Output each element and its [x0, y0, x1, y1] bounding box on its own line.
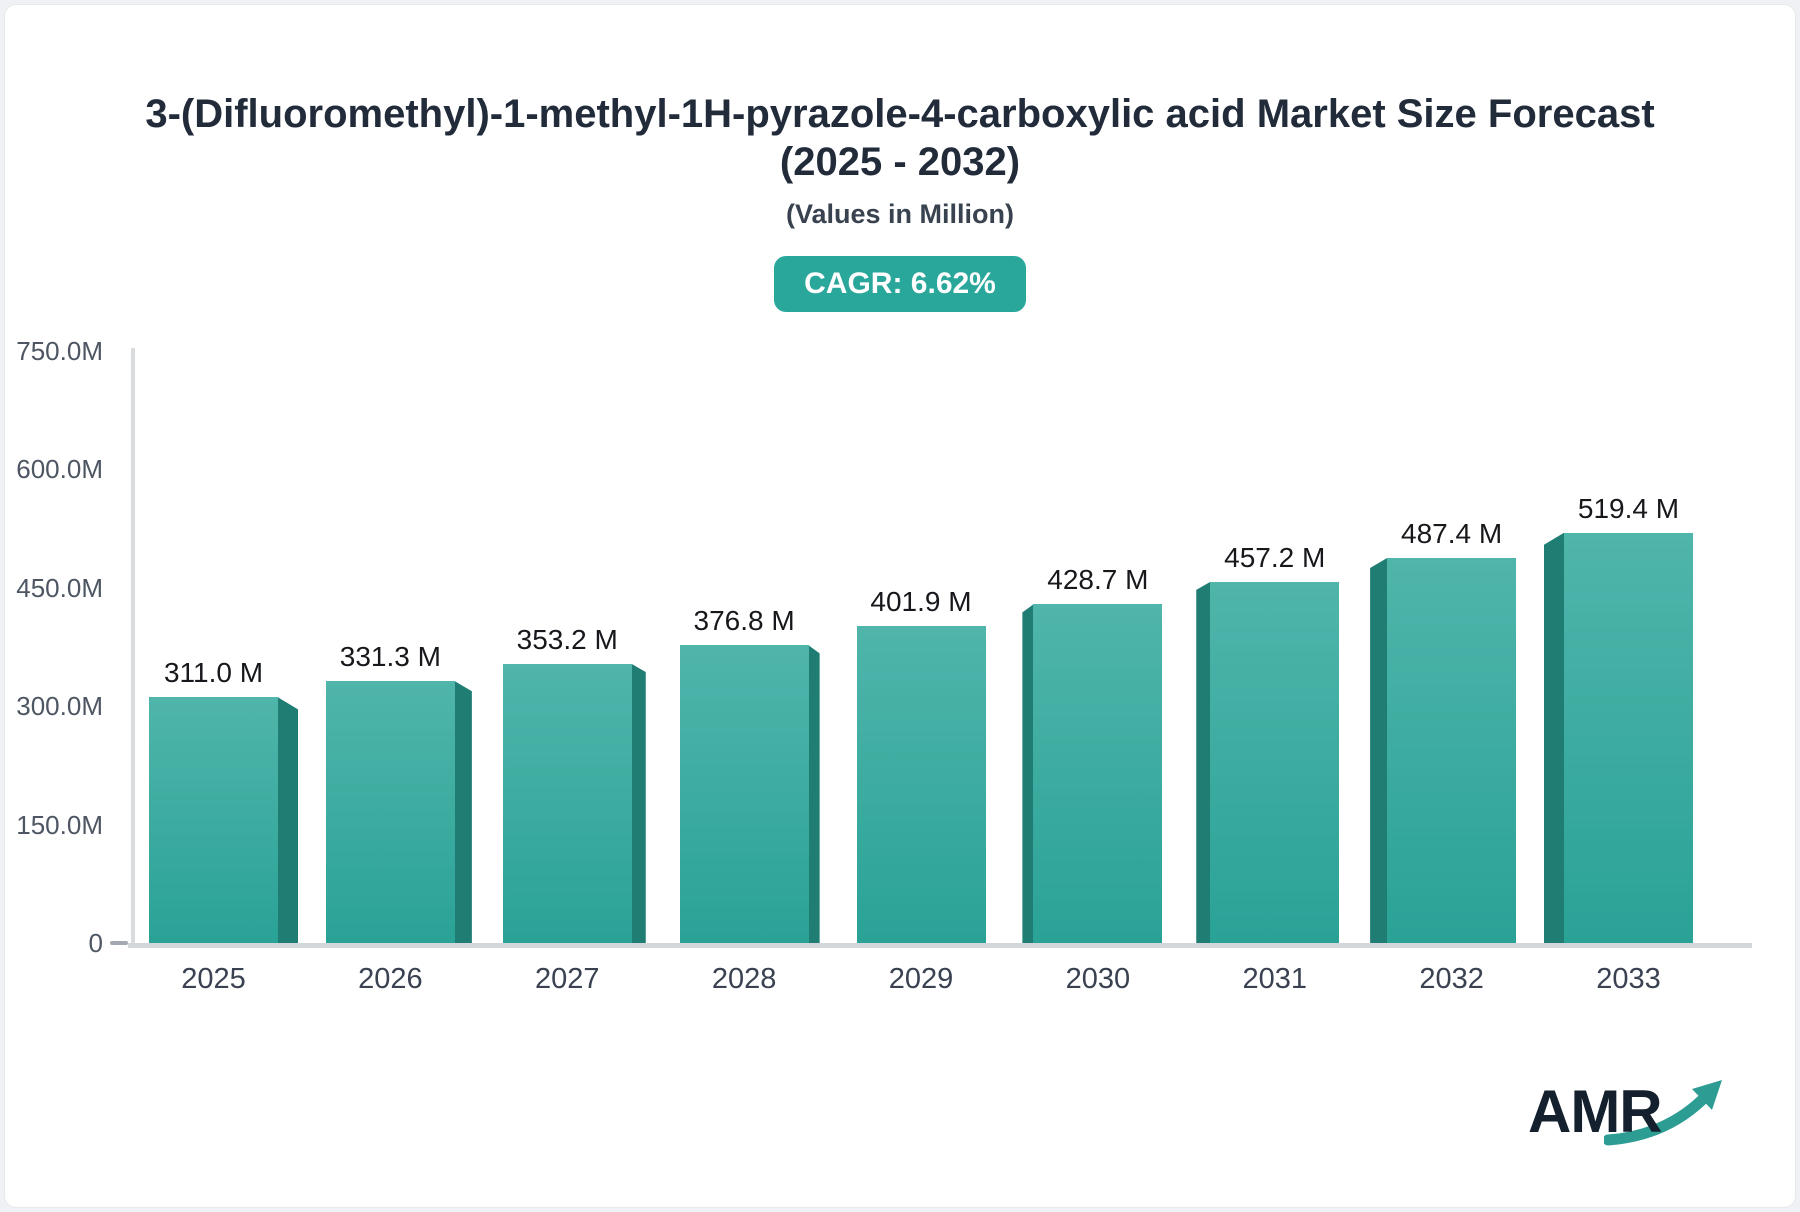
bar-value-label-2029: 401.9 M	[870, 585, 972, 617]
bar-value-label-2030: 428.7 M	[1047, 564, 1149, 596]
zero-tick-dash	[110, 941, 128, 945]
bar-3d-side-2025	[278, 697, 298, 943]
bar-3d-side-2026	[454, 681, 472, 943]
x-axis-label-2027: 2027	[534, 963, 600, 995]
bar-2031[interactable]	[1210, 581, 1340, 943]
y-axis-tick-label: 450.0M	[16, 572, 103, 603]
y-axis-tick-label: 750.0M	[16, 335, 103, 366]
y-axis-tick-label: 600.0M	[16, 454, 103, 484]
bar-2032[interactable]	[1387, 557, 1517, 943]
chart-title-line1: 3-(Difluoromethyl)-1-methyl-1H-pyrazole-…	[145, 92, 1655, 136]
bar-2033[interactable]	[1564, 532, 1693, 943]
x-axis-label-2028: 2028	[711, 963, 777, 995]
bar-2028[interactable]	[679, 645, 809, 943]
bar-value-label-2028: 376.8 M	[693, 605, 795, 637]
bar-value-label-2025: 311.0 M	[163, 657, 264, 689]
bar-value-label-2027: 353.2 M	[516, 623, 618, 655]
x-axis-label-2026: 2026	[358, 963, 423, 995]
x-axis-label-2031: 2031	[1242, 963, 1307, 995]
x-axis-line	[128, 943, 1752, 948]
x-axis-label-2029: 2029	[888, 963, 954, 995]
bar-3d-side-2033	[1544, 532, 1564, 943]
x-axis-label-2033: 2033	[1596, 963, 1661, 995]
bar-2027[interactable]	[502, 663, 632, 943]
amr-logo: AMR	[1528, 1070, 1738, 1170]
x-axis-label-2025: 2025	[181, 963, 246, 995]
y-axis-tick-label: 300.0M	[16, 691, 103, 721]
x-axis-label-2032: 2032	[1419, 963, 1484, 995]
growth-arrow-icon	[1604, 1080, 1722, 1146]
cagr-badge: CAGR: 6.62%	[774, 256, 1026, 312]
bar-3d-side-2031	[1196, 581, 1211, 943]
bar-3d-side-2028	[808, 645, 820, 943]
bar-value-label-2031: 457.2 M	[1224, 541, 1326, 573]
chart-title-line2: (2025 - 2032)	[779, 140, 1021, 184]
bar-2029[interactable]	[856, 625, 986, 943]
bar-3d-side-2030	[1022, 604, 1034, 943]
bar-2026[interactable]	[325, 681, 455, 943]
bar-value-label-2026: 331.3 M	[339, 641, 441, 673]
y-axis-line	[131, 347, 135, 944]
bar-value-label-2033: 519.4 M	[1577, 492, 1680, 524]
y-axis-tick-label: 0	[88, 928, 103, 958]
x-axis-label-2030: 2030	[1065, 963, 1131, 995]
bar-3d-side-2027	[631, 663, 646, 943]
bar-3d-side-2032	[1370, 557, 1388, 943]
chart-subtitle: (Values in Million)	[785, 199, 1015, 229]
amr-logo-text: AMR	[1528, 1078, 1663, 1145]
y-axis-tick-label: 150.0M	[16, 809, 103, 840]
bar-2030[interactable]	[1033, 604, 1163, 943]
bar-2025[interactable]	[149, 697, 278, 943]
bar-value-label-2032: 487.4 M	[1401, 517, 1503, 549]
chart-header: 3-(Difluoromethyl)-1-methyl-1H-pyrazole-…	[0, 90, 1800, 312]
